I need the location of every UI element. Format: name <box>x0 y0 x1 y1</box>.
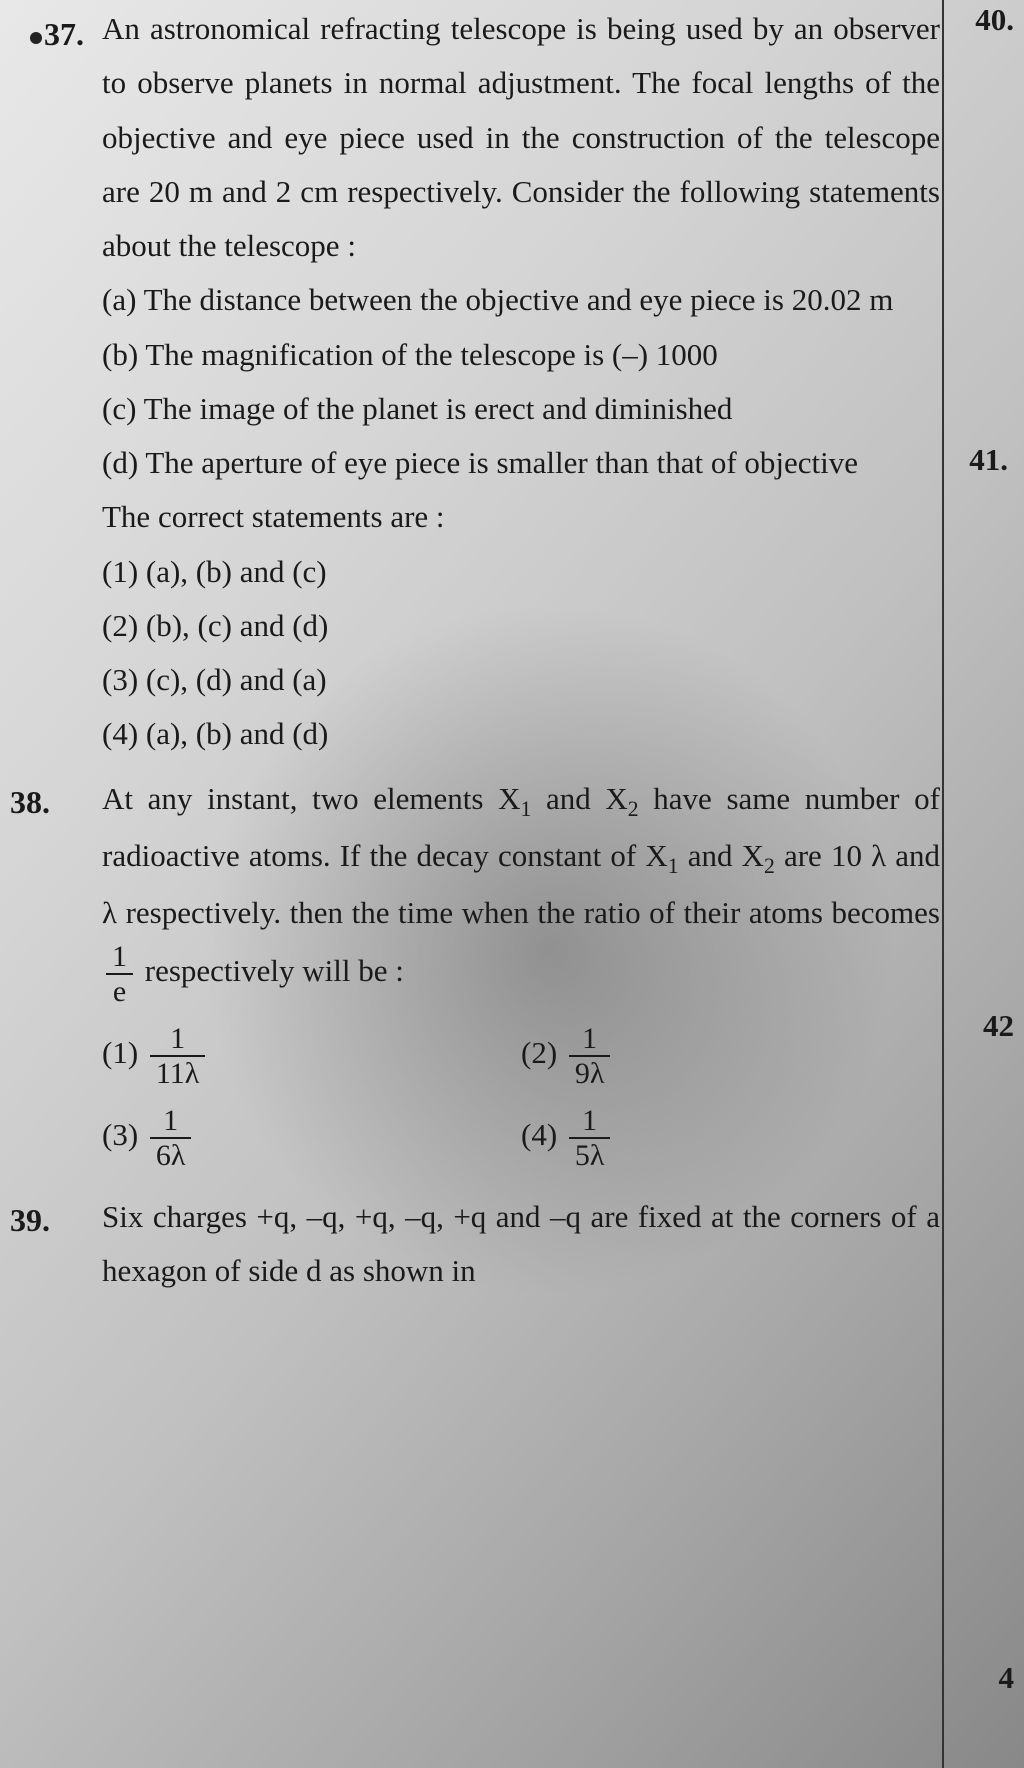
q38-o4-label: (4) <box>521 1117 565 1152</box>
q37-a: (a) The distance between the objective a… <box>102 273 940 327</box>
q37-opt2: (2) (b), (c) and (d) <box>102 599 940 653</box>
question-39: 39. Six charges +q, –q, +q, –q, +q and –… <box>30 1190 940 1299</box>
q37-d: (d) The aperture of eye piece is smaller… <box>102 436 940 490</box>
q37-prompt: The correct statements are : <box>102 490 940 544</box>
q38-sub2: 2 <box>628 797 639 821</box>
q38-o2-frac: 19λ <box>569 1022 611 1090</box>
q38-o3-frac: 16λ <box>150 1104 192 1172</box>
q39-body: Six charges +q, –q, +q, –q, +q and –q ar… <box>102 1190 940 1299</box>
q38-o1-den: 11λ <box>150 1057 205 1090</box>
q38-o1-frac: 111λ <box>150 1022 205 1090</box>
bullet-icon <box>30 32 42 44</box>
q37-c: (c) The image of the planet is erect and… <box>102 382 940 436</box>
right-40: 40. <box>975 2 1014 38</box>
q38-o1-num: 1 <box>150 1022 205 1057</box>
q38-options: (1) 111λ (2) 19λ (3) 16λ (4) 15λ <box>102 1022 940 1172</box>
right-42: 42 <box>983 1008 1014 1044</box>
q38-o2-den: 9λ <box>569 1057 611 1090</box>
q37-body: An astronomical refracting telescope is … <box>102 2 940 273</box>
q38-sub4: 2 <box>764 854 775 878</box>
q38-row2: (3) 16λ (4) 15λ <box>102 1104 940 1172</box>
q38-body: At any instant, two elements X1 and X2 h… <box>102 772 940 1009</box>
question-37: 37. An astronomical refracting telescope… <box>30 2 940 762</box>
q38-opt4: (4) 15λ <box>521 1104 940 1172</box>
q38-o3-num: 1 <box>150 1104 192 1139</box>
q38-o4-den: 5λ <box>569 1139 611 1172</box>
q38-row1: (1) 111λ (2) 19λ <box>102 1022 940 1090</box>
right-4: 4 <box>999 1660 1015 1696</box>
main-column: 37. An astronomical refracting telescope… <box>30 0 940 1299</box>
q38-o4-frac: 15λ <box>569 1104 611 1172</box>
q38-opt2: (2) 19λ <box>521 1022 940 1090</box>
q37-number-text: 37. <box>44 16 84 52</box>
q38-sub3: 1 <box>668 854 679 878</box>
q38-o3-label: (3) <box>102 1117 146 1152</box>
q38-o4-num: 1 <box>569 1104 611 1139</box>
q37-opt1: (1) (a), (b) and (c) <box>102 545 940 599</box>
q38-t1: At any instant, two elements X <box>102 781 521 816</box>
q38-t2: and X <box>531 781 627 816</box>
q37-options: (1) (a), (b) and (c) (2) (b), (c) and (d… <box>102 545 940 762</box>
q38-o1-label: (1) <box>102 1035 146 1070</box>
q38-frac-den: e <box>106 975 133 1008</box>
q38-opt3: (3) 16λ <box>102 1104 521 1172</box>
q38-o2-label: (2) <box>521 1035 565 1070</box>
q38-number: 38. <box>10 774 50 830</box>
q38-sub1: 1 <box>521 797 532 821</box>
column-divider <box>942 0 944 1768</box>
q37-number: 37. <box>30 6 84 62</box>
q37-opt4: (4) (a), (b) and (d) <box>102 707 940 761</box>
right-41: 41. <box>969 442 1008 478</box>
q38-t4: and X <box>679 838 764 873</box>
q39-number: 39. <box>10 1192 50 1248</box>
q38-frac: 1e <box>106 940 133 1008</box>
page: 37. An astronomical refracting telescope… <box>0 0 1024 1768</box>
q38-opt1: (1) 111λ <box>102 1022 521 1090</box>
q38-frac-num: 1 <box>106 940 133 975</box>
q38-o2-num: 1 <box>569 1022 611 1057</box>
q37-opt3: (3) (c), (d) and (a) <box>102 653 940 707</box>
q37-b: (b) The magnification of the telescope i… <box>102 328 940 382</box>
q38-t6: respectively will be : <box>137 953 404 988</box>
question-38: 38. At any instant, two elements X1 and … <box>30 772 940 1173</box>
q38-o3-den: 6λ <box>150 1139 192 1172</box>
